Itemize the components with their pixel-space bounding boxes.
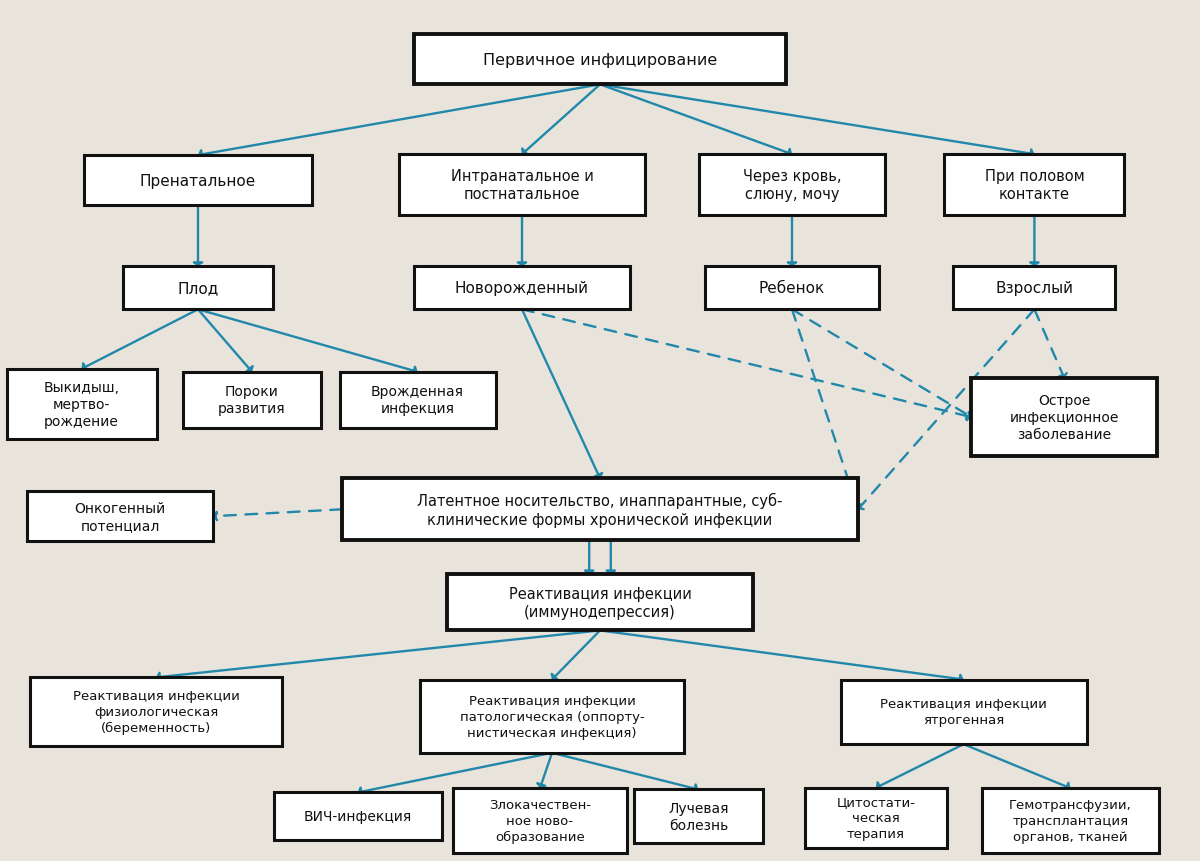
Text: ВИЧ-инфекция: ВИЧ-инфекция bbox=[304, 809, 412, 823]
FancyBboxPatch shape bbox=[340, 372, 496, 428]
FancyBboxPatch shape bbox=[274, 792, 442, 840]
FancyBboxPatch shape bbox=[342, 479, 858, 541]
FancyBboxPatch shape bbox=[398, 155, 646, 215]
Text: Реактивация инфекции
патологическая (оппорту-
нистическая инфекция): Реактивация инфекции патологическая (опп… bbox=[460, 694, 644, 739]
Text: Онкогенный
потенциал: Онкогенный потенциал bbox=[74, 501, 166, 532]
FancyBboxPatch shape bbox=[124, 267, 274, 310]
FancyBboxPatch shape bbox=[414, 267, 630, 310]
Text: Реактивация инфекции
физиологическая
(беременность): Реактивация инфекции физиологическая (бе… bbox=[72, 690, 240, 734]
FancyBboxPatch shape bbox=[446, 575, 754, 630]
Text: Латентное носительство, инаппарантные, суб-
клинические формы хронической инфекц: Латентное носительство, инаппарантные, с… bbox=[418, 492, 782, 527]
FancyBboxPatch shape bbox=[982, 789, 1159, 852]
FancyBboxPatch shape bbox=[30, 678, 282, 746]
Text: Выкидыш,
мертво-
рождение: Выкидыш, мертво- рождение bbox=[43, 381, 120, 429]
Text: Реактивация инфекции
ятрогенная: Реактивация инфекции ятрогенная bbox=[880, 697, 1048, 727]
Text: Пренатальное: Пренатальное bbox=[140, 173, 256, 189]
FancyBboxPatch shape bbox=[706, 267, 878, 310]
Text: Лучевая
болезнь: Лучевая болезнь bbox=[668, 801, 728, 832]
FancyBboxPatch shape bbox=[84, 156, 312, 206]
Text: Интранатальное и
постнатальное: Интранатальное и постнатальное bbox=[450, 169, 594, 201]
Text: При половом
контакте: При половом контакте bbox=[984, 169, 1085, 201]
Text: Гемотрансфузии,
трансплантация
органов, тканей: Гемотрансфузии, трансплантация органов, … bbox=[1009, 798, 1132, 843]
Text: Первичное инфицирование: Первичное инфицирование bbox=[482, 53, 718, 68]
Text: Плод: Плод bbox=[178, 281, 218, 296]
Text: Реактивация инфекции
(иммунодепрессия): Реактивация инфекции (иммунодепрессия) bbox=[509, 586, 691, 619]
Text: Взрослый: Взрослый bbox=[996, 281, 1074, 296]
FancyBboxPatch shape bbox=[805, 788, 947, 848]
FancyBboxPatch shape bbox=[698, 155, 886, 215]
Text: Новорожденный: Новорожденный bbox=[455, 281, 589, 296]
Text: Ребенок: Ребенок bbox=[758, 281, 826, 296]
FancyBboxPatch shape bbox=[182, 372, 322, 428]
FancyBboxPatch shape bbox=[972, 379, 1158, 456]
FancyBboxPatch shape bbox=[454, 789, 628, 852]
FancyBboxPatch shape bbox=[634, 790, 763, 843]
Text: Цитостати-
ческая
терапия: Цитостати- ческая терапия bbox=[836, 796, 916, 840]
Text: Пороки
развития: Пороки развития bbox=[218, 385, 286, 416]
FancyBboxPatch shape bbox=[953, 267, 1116, 310]
FancyBboxPatch shape bbox=[944, 155, 1124, 215]
Text: Врожденная
инфекция: Врожденная инфекция bbox=[371, 385, 464, 416]
FancyBboxPatch shape bbox=[840, 680, 1087, 744]
Text: Острое
инфекционное
заболевание: Острое инфекционное заболевание bbox=[1009, 393, 1120, 442]
FancyBboxPatch shape bbox=[28, 492, 214, 542]
FancyBboxPatch shape bbox=[7, 369, 156, 440]
Text: Злокачествен-
ное ново-
образование: Злокачествен- ное ново- образование bbox=[488, 798, 592, 843]
Text: Через кровь,
слюну, мочу: Через кровь, слюну, мочу bbox=[743, 169, 841, 201]
FancyBboxPatch shape bbox=[414, 35, 786, 85]
FancyBboxPatch shape bbox=[420, 680, 684, 753]
